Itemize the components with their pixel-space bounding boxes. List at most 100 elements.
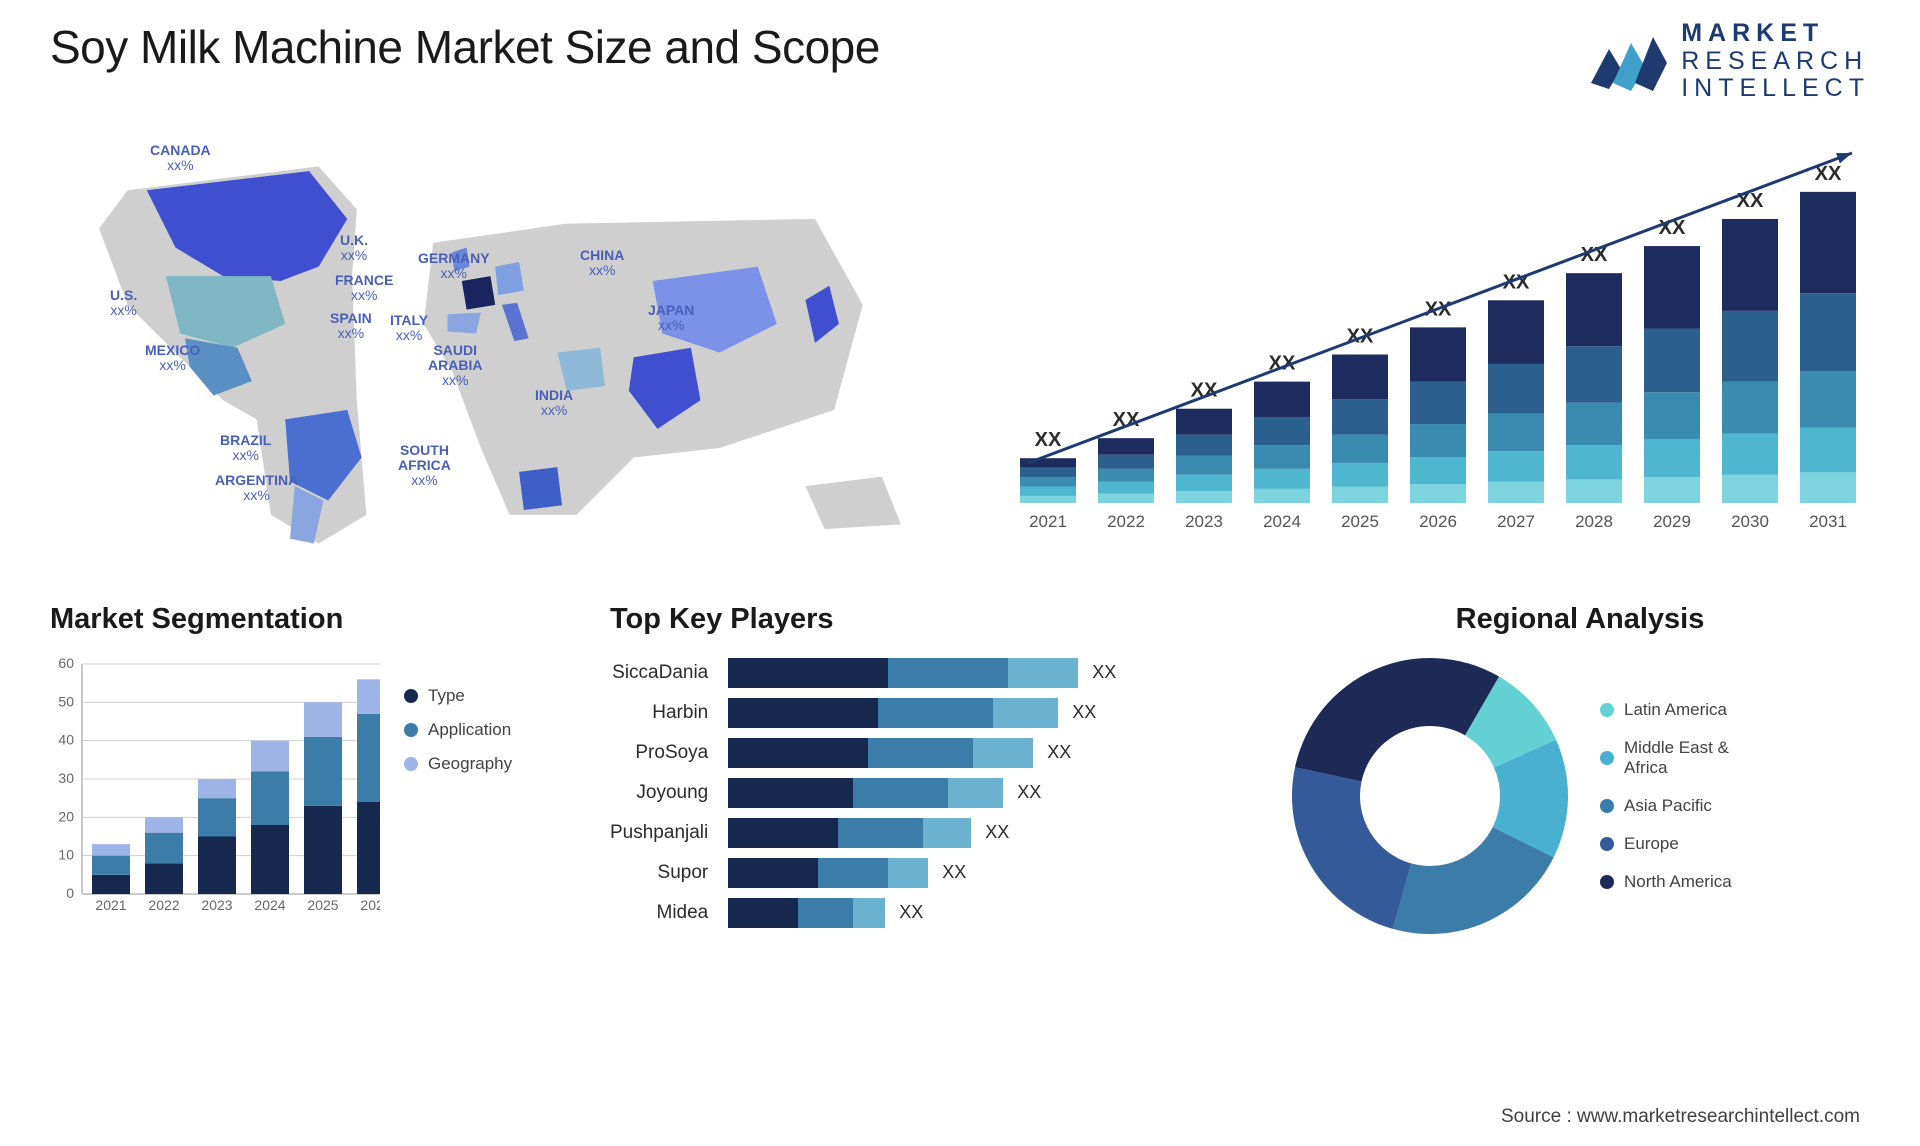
player-name-joyoung: Joyoung <box>636 778 708 808</box>
svg-text:2029: 2029 <box>1653 512 1691 531</box>
map-label-us: U.S.xx% <box>110 288 137 319</box>
seg-legend-geography: Geography <box>404 754 512 774</box>
svg-text:2022: 2022 <box>148 897 179 913</box>
svg-text:20: 20 <box>58 808 74 824</box>
regional-donut-box <box>1290 656 1570 936</box>
svg-text:2028: 2028 <box>1575 512 1613 531</box>
players-bar-list: XXXXXXXXXXXXXX <box>728 656 1250 928</box>
regional-legend-latinamerica: Latin America <box>1600 700 1732 720</box>
svg-text:10: 10 <box>58 846 74 862</box>
map-label-china: CHINAxx% <box>580 248 624 279</box>
player-name-pushpanjali: Pushpanjali <box>610 818 708 848</box>
map-label-germany: GERMANYxx% <box>418 251 490 282</box>
world-map-panel: CANADAxx% U.S.xx% MEXICOxx% BRAZILxx% ARGENT… <box>50 133 950 553</box>
seg-legend-type: Type <box>404 686 512 706</box>
regional-title: Regional Analysis <box>1290 603 1870 636</box>
regional-panel: Regional Analysis Latin America Middle Ea… <box>1290 603 1870 936</box>
svg-text:0: 0 <box>66 885 74 901</box>
player-row-supor: XX <box>728 858 1250 888</box>
svg-text:2025: 2025 <box>307 897 338 913</box>
map-label-japan: JAPANxx% <box>648 303 694 334</box>
svg-text:40: 40 <box>58 731 74 747</box>
svg-text:XX: XX <box>1113 409 1140 431</box>
logo-text: MARKET RESEARCH INTELLECT <box>1681 20 1870 103</box>
header: Soy Milk Machine Market Size and Scope M… <box>50 20 1870 103</box>
map-label-spain: SPAINxx% <box>330 311 372 342</box>
country-safrica <box>519 467 562 510</box>
map-label-italy: ITALYxx% <box>390 313 428 344</box>
map-label-canada: CANADAxx% <box>150 143 211 174</box>
map-label-india: INDIAxx% <box>535 388 573 419</box>
players-title: Top Key Players <box>610 603 1250 636</box>
segmentation-bar-chart: 0 10 20 30 40 50 60 2021 2022 2023 2024 2025 2026 <box>50 656 380 916</box>
map-label-france: FRANCExx% <box>335 273 393 304</box>
svg-text:2026: 2026 <box>1419 512 1457 531</box>
donut-slice-europe <box>1292 767 1411 929</box>
player-value: XX <box>942 862 966 883</box>
svg-text:2024: 2024 <box>1263 512 1301 531</box>
svg-text:60: 60 <box>58 656 74 671</box>
seg-legend-application: Application <box>404 720 512 740</box>
source-attribution: Source : www.marketresearchintellect.com <box>1501 1106 1860 1128</box>
donut-slice-northamerica <box>1295 658 1499 781</box>
svg-text:XX: XX <box>1191 379 1218 401</box>
player-value: XX <box>1017 782 1041 803</box>
player-name-supor: Supor <box>658 858 709 888</box>
svg-text:2021: 2021 <box>1029 512 1067 531</box>
segmentation-title: Market Segmentation <box>50 603 570 636</box>
svg-text:2025: 2025 <box>1341 512 1379 531</box>
svg-text:2031: 2031 <box>1809 512 1847 531</box>
player-name-midea: Midea <box>657 898 709 928</box>
player-name-siccadania: SiccaDania <box>612 658 708 688</box>
row-map-forecast: CANADAxx% U.S.xx% MEXICOxx% BRAZILxx% ARGENT… <box>50 133 1870 553</box>
svg-text:30: 30 <box>58 770 74 786</box>
player-row-prosoya: XX <box>728 738 1250 768</box>
forecast-chart-panel: XX2021XX2022XX2023XX2024XX2025XX2026XX20… <box>1010 133 1890 553</box>
regional-legend-europe: Europe <box>1600 834 1732 854</box>
forecast-bar-chart: XX2021XX2022XX2023XX2024XX2025XX2026XX20… <box>1010 133 1890 553</box>
segmentation-legend: Type Application Geography <box>404 656 512 774</box>
regional-legend-northamerica: North America <box>1600 872 1732 892</box>
player-row-midea: XX <box>728 898 1250 928</box>
regional-legend-asiapacific: Asia Pacific <box>1600 796 1732 816</box>
map-label-brazil: BRAZILxx% <box>220 433 271 464</box>
map-label-saudiarabia: SAUDIARABIAxx% <box>428 343 482 389</box>
map-label-argentina: ARGENTINAxx% <box>215 473 298 504</box>
player-row-pushpanjali: XX <box>728 818 1250 848</box>
segmentation-panel: Market Segmentation 0 10 20 30 40 50 60 2021 202… <box>50 603 570 936</box>
country-spain <box>448 312 481 333</box>
player-name-harbin: Harbin <box>652 698 708 728</box>
svg-text:50: 50 <box>58 693 74 709</box>
players-panel: Top Key Players SiccaDania Harbin ProSoya J… <box>610 603 1250 936</box>
player-row-harbin: XX <box>728 698 1250 728</box>
map-label-mexico: MEXICOxx% <box>145 343 200 374</box>
regional-legend: Latin America Middle East &Africa Asia Pac… <box>1600 700 1732 892</box>
svg-text:2027: 2027 <box>1497 512 1535 531</box>
players-name-list: SiccaDania Harbin ProSoya Joyoung Pushpanjal… <box>610 656 708 928</box>
svg-text:2021: 2021 <box>95 897 126 913</box>
svg-text:2024: 2024 <box>254 897 285 913</box>
page-title: Soy Milk Machine Market Size and Scope <box>50 20 880 74</box>
player-name-prosoya: ProSoya <box>635 738 708 768</box>
country-germany <box>495 261 524 294</box>
player-value: XX <box>1092 662 1116 683</box>
row-bottom-panels: Market Segmentation 0 10 20 30 40 50 60 2021 202… <box>50 603 1870 936</box>
regional-legend-middleeastafrica: Middle East &Africa <box>1600 738 1732 778</box>
svg-text:2023: 2023 <box>201 897 232 913</box>
regional-donut-chart <box>1290 656 1570 936</box>
logo-mark-icon <box>1587 29 1667 93</box>
svg-text:2030: 2030 <box>1731 512 1769 531</box>
svg-text:XX: XX <box>1035 429 1062 451</box>
player-value: XX <box>985 822 1009 843</box>
brand-logo: MARKET RESEARCH INTELLECT <box>1587 20 1870 103</box>
map-label-southafrica: SOUTHAFRICAxx% <box>398 443 451 489</box>
player-value: XX <box>899 902 923 923</box>
svg-text:2022: 2022 <box>1107 512 1145 531</box>
map-label-uk: U.K.xx% <box>340 233 368 264</box>
player-value: XX <box>1072 702 1096 723</box>
player-row-joyoung: XX <box>728 778 1250 808</box>
player-value: XX <box>1047 742 1071 763</box>
svg-text:2026: 2026 <box>360 897 380 913</box>
player-row-siccadania: XX <box>728 658 1250 688</box>
svg-text:2023: 2023 <box>1185 512 1223 531</box>
